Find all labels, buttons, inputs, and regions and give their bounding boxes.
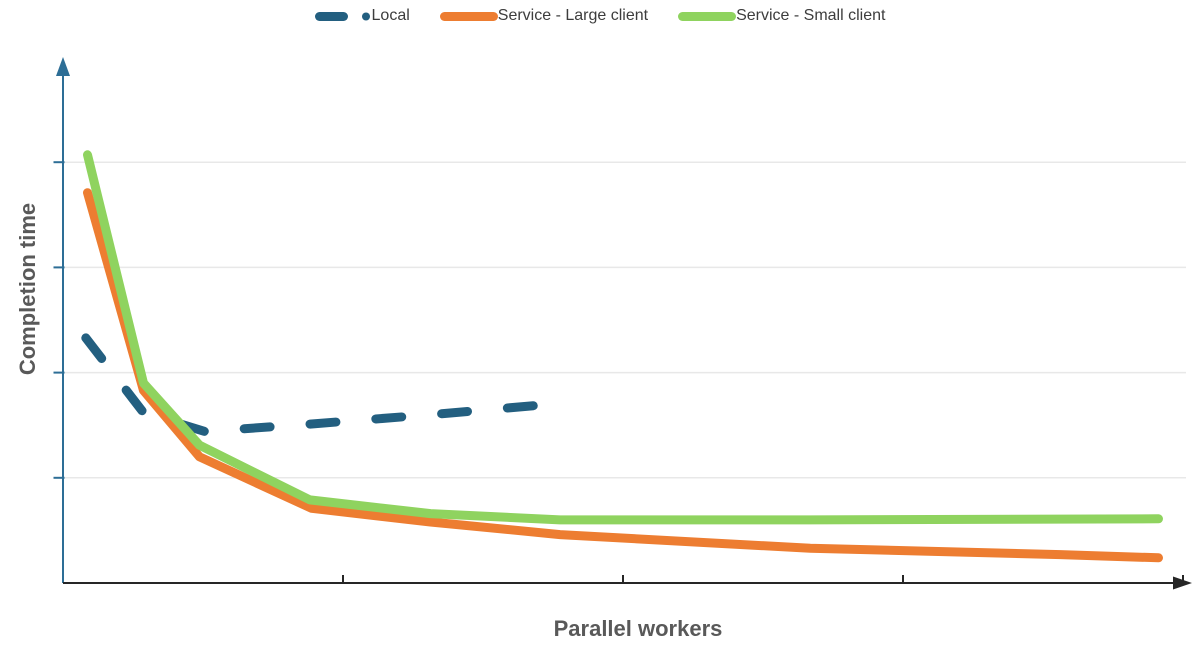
legend-label-local: Local (371, 7, 410, 24)
local-dashed-line-swatch-icon (314, 11, 370, 21)
small-client-line-swatch-icon (678, 11, 737, 21)
series-line-service-small-client (83, 150, 1163, 525)
legend-item-service-large-client: Service - Large client (439, 6, 649, 26)
series-line-local (81, 333, 568, 436)
legend-item-local: Local (314, 6, 410, 26)
series-line-service-large-client (83, 188, 1163, 563)
y-axis-arrow-icon (56, 57, 70, 76)
legend-label-service-large-client: Service - Large client (497, 7, 649, 24)
x-axis-title: Parallel workers (553, 616, 723, 641)
large-client-line-swatch-icon (439, 11, 498, 21)
legend-label-service-small-client: Service - Small client (736, 7, 886, 24)
y-axis-title: Completion time (15, 202, 40, 376)
legend-item-service-small-client: Service - Small client (678, 6, 885, 26)
legend: Local Service - Large client Service - S… (0, 6, 1200, 26)
